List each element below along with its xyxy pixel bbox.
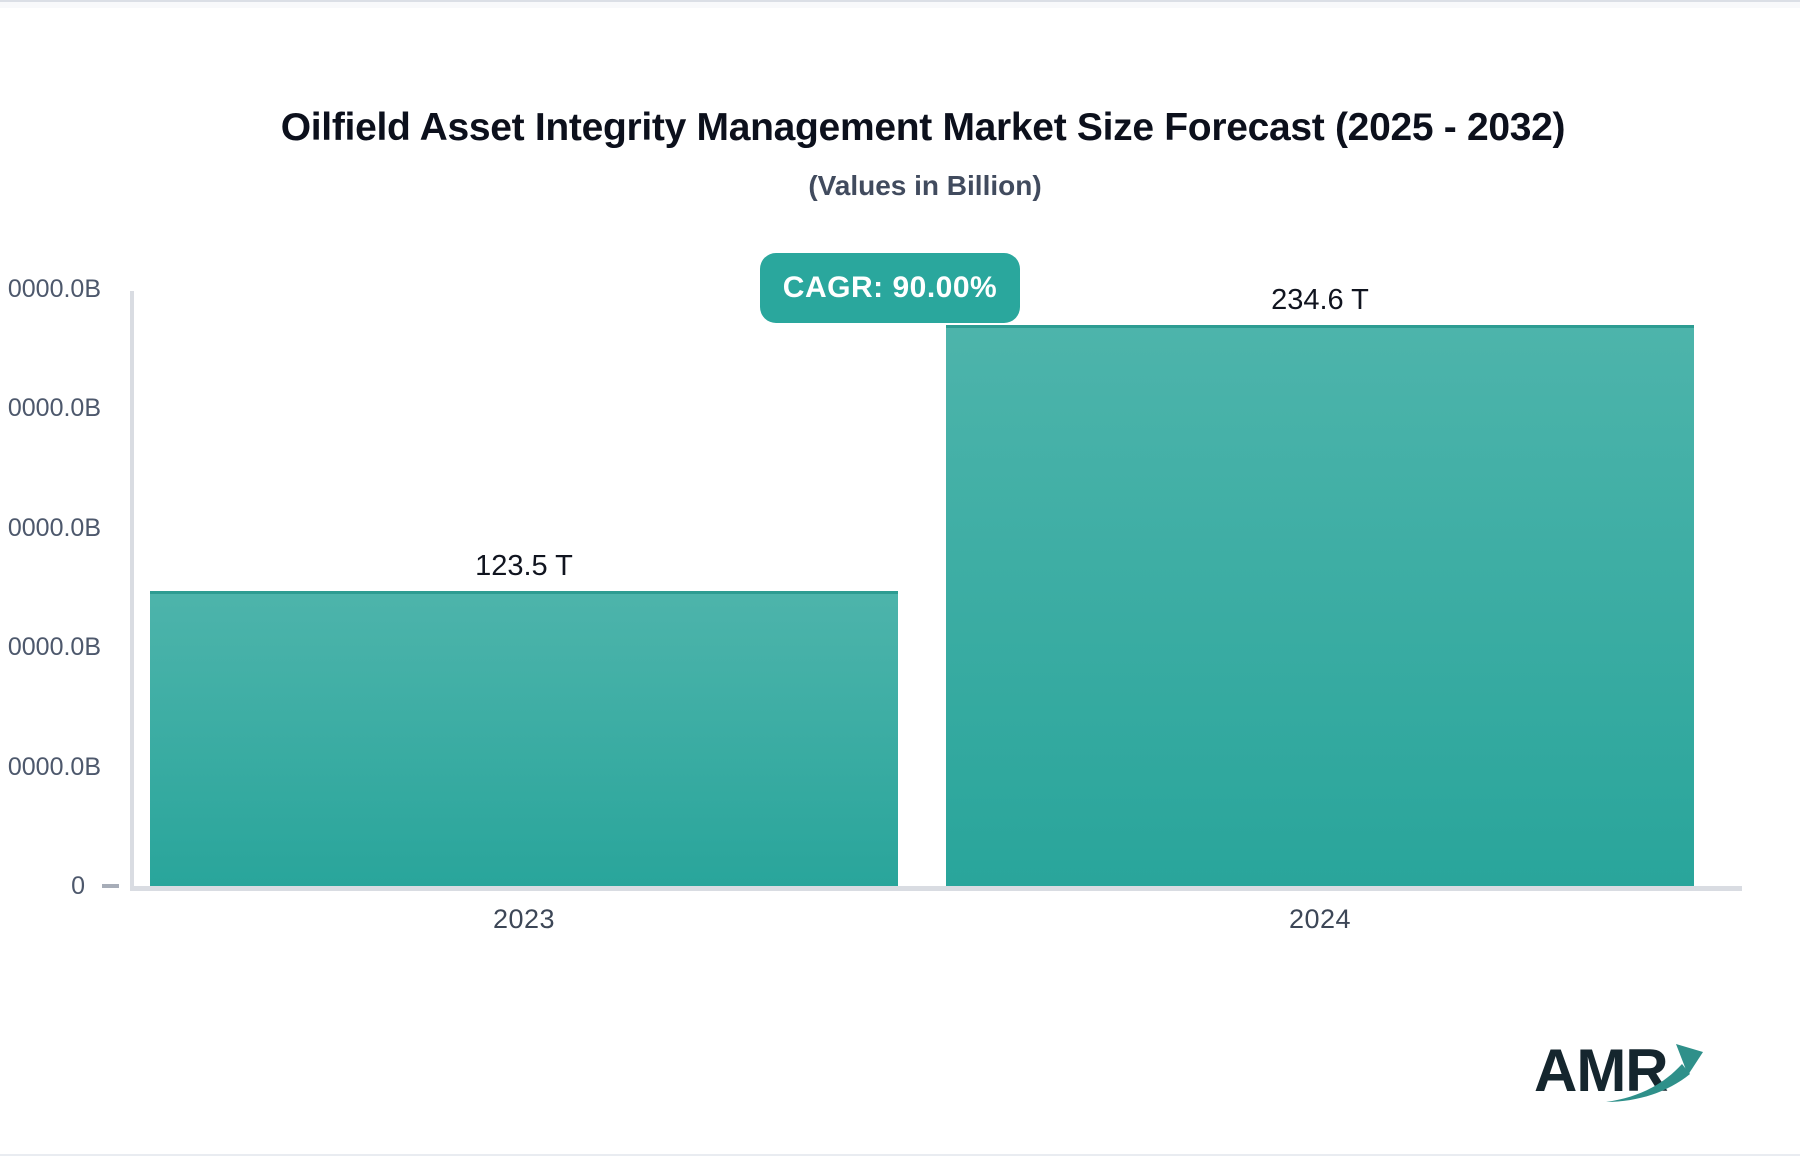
bar-value-label: 234.6 T [1271, 284, 1369, 316]
chart-subtitle: (Values in Billion) [808, 170, 1042, 201]
y-tick-label: 0000.0B [7, 514, 101, 542]
y-tick-label: 0000.0B [7, 753, 101, 781]
x-axis-label: 2024 [1288, 904, 1352, 934]
y-tick-label: 0 [71, 872, 85, 900]
cagr-badge: CAGR: 90.00% [760, 253, 1020, 323]
trend-arrow-icon [1606, 1044, 1703, 1102]
bar [150, 591, 898, 886]
x-axis-label: 2023 [492, 904, 556, 934]
bar [946, 325, 1694, 886]
bar-value-label: 123.5 T [475, 550, 573, 582]
x-axis-line [130, 886, 1742, 891]
zero-tick-mark [102, 884, 119, 888]
top-strip [0, 0, 1800, 8]
y-tick-label: 0000.0B [7, 633, 101, 661]
amr-logo: AMR [1528, 1032, 1728, 1122]
y-tick-label: 0000.0B [7, 275, 101, 303]
y-tick-label: 0000.0B [7, 394, 101, 422]
chart-title: Oilfield Asset Integrity Management Mark… [280, 106, 1566, 149]
y-axis-line [130, 291, 134, 891]
